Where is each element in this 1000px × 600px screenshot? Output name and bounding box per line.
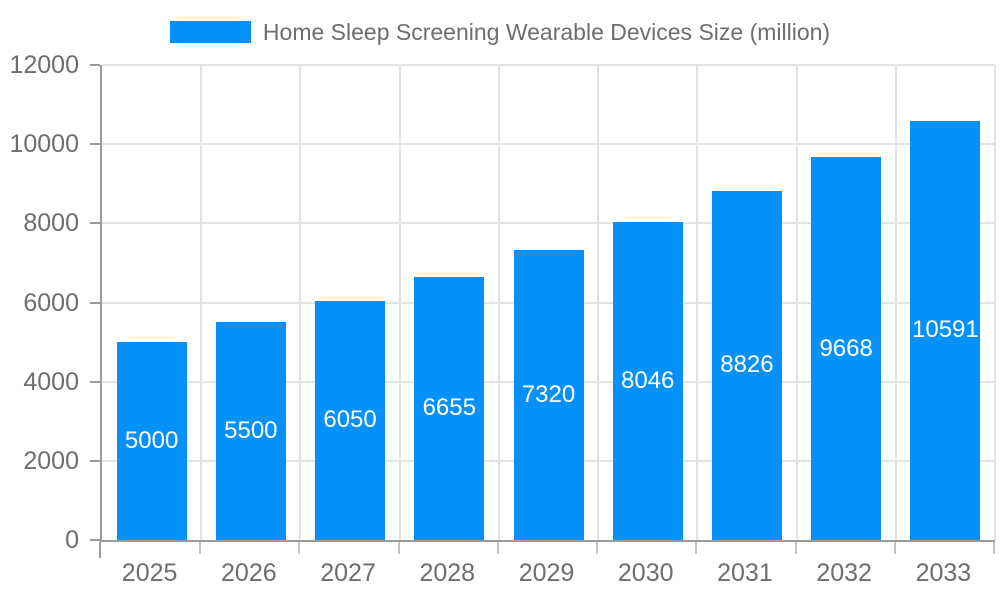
y-tick-label: 4000	[23, 367, 79, 396]
bar[interactable]: 9668	[811, 157, 882, 540]
y-gridline	[102, 143, 995, 146]
bar[interactable]: 8826	[711, 190, 782, 540]
y-axis-tick	[90, 143, 100, 146]
plot-area: 5000 5500 6050 6655 7320 8046 8826 9668 10591	[100, 64, 996, 542]
x-gridline	[795, 65, 798, 540]
x-tick-label: 2032	[816, 559, 872, 587]
chart-legend[interactable]: Home Sleep Screening Wearable Devices Si…	[0, 18, 1000, 46]
x-axis-tick	[99, 542, 101, 558]
y-tick-label: 0	[65, 526, 79, 554]
x-gridline	[894, 65, 897, 540]
x-gridline	[696, 65, 699, 540]
bar[interactable]: 10591	[910, 120, 981, 540]
x-gridline	[597, 65, 600, 540]
bar[interactable]: 7320	[513, 250, 584, 540]
legend-label: Home Sleep Screening Wearable Devices Si…	[262, 19, 831, 45]
bar[interactable]: 6050	[315, 300, 386, 540]
x-axis-tick	[199, 542, 202, 554]
x-tick-label: 2031	[717, 559, 773, 587]
x-axis-tick	[893, 542, 896, 554]
x-gridline	[200, 65, 203, 540]
x-axis-tick	[596, 542, 599, 554]
y-gridline	[102, 64, 995, 66]
bar-value-label: 8826	[720, 351, 774, 379]
bar-value-label: 6655	[422, 394, 476, 422]
bar-value-label: 6050	[323, 406, 377, 434]
x-axis-tick	[298, 542, 301, 554]
x-tick-label: 2029	[518, 559, 575, 587]
bar-value-label: 7320	[521, 381, 576, 409]
x-axis-tick	[496, 542, 499, 554]
x-axis-tick	[794, 542, 797, 554]
bar-value-label: 5500	[224, 417, 278, 445]
x-gridline	[398, 65, 401, 540]
y-axis-tick	[90, 459, 100, 462]
y-axis-tick	[90, 222, 100, 225]
x-tick-label: 2027	[320, 559, 376, 587]
y-axis-tick	[90, 539, 100, 541]
bar-value-label: 10591	[912, 316, 979, 344]
y-axis-tick	[90, 301, 100, 304]
x-axis-tick	[397, 542, 400, 554]
x-tick-label: 2025	[121, 559, 178, 587]
bar-value-label: 8046	[621, 366, 675, 394]
y-tick-label: 2000	[23, 446, 79, 475]
y-tick-label: 8000	[23, 209, 79, 238]
bar[interactable]: 5000	[116, 342, 187, 540]
bar[interactable]: 8046	[612, 221, 683, 540]
x-tick-label: 2028	[419, 559, 476, 587]
y-gridline	[102, 222, 995, 225]
x-gridline	[497, 65, 500, 540]
y-tick-label: 10000	[9, 130, 79, 159]
bar-value-label: 5000	[124, 427, 179, 455]
x-axis-tick	[695, 542, 698, 554]
x-axis-tick	[993, 542, 995, 554]
y-axis-tick	[90, 380, 100, 383]
bar[interactable]: 5500	[215, 322, 286, 540]
y-tick-label: 12000	[9, 51, 79, 79]
legend-swatch	[169, 21, 251, 43]
x-tick-label: 2030	[617, 559, 674, 587]
x-tick-label: 2033	[915, 559, 972, 587]
y-axis-tick	[90, 64, 100, 66]
bar[interactable]: 6655	[414, 276, 485, 540]
x-tick-label: 2026	[221, 559, 277, 587]
y-tick-label: 6000	[23, 288, 79, 317]
bar-value-label: 9668	[819, 334, 873, 362]
x-gridline	[299, 65, 302, 540]
x-gridline	[994, 65, 996, 540]
